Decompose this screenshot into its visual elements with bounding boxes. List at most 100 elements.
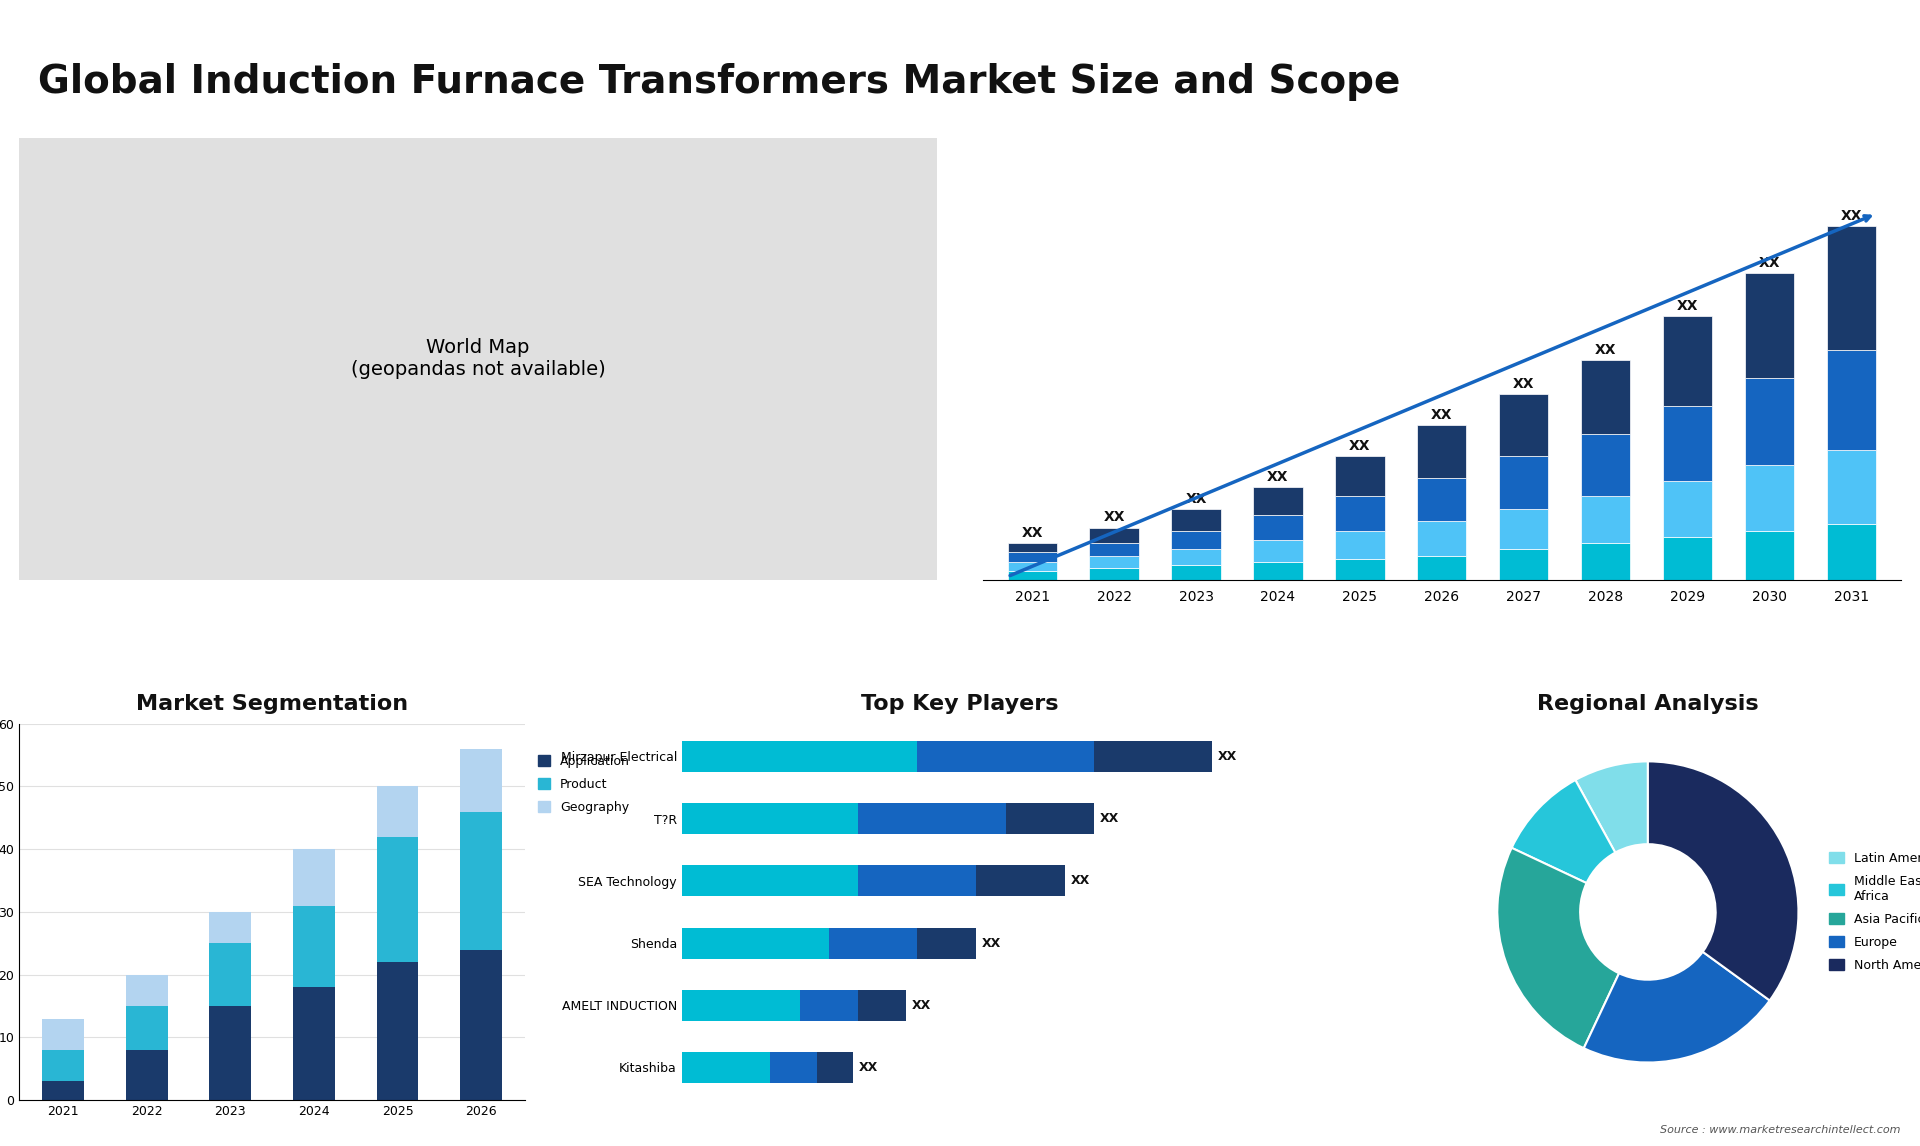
Bar <box>1417 478 1467 521</box>
Bar <box>127 975 167 1006</box>
Wedge shape <box>1584 952 1770 1062</box>
Text: XX: XX <box>1267 470 1288 484</box>
Bar <box>682 803 858 834</box>
Bar <box>127 1050 167 1100</box>
Bar <box>1008 543 1056 552</box>
Bar <box>1745 378 1795 465</box>
Bar <box>376 837 419 963</box>
Title: Top Key Players: Top Key Players <box>862 693 1058 714</box>
Bar <box>1334 496 1384 531</box>
Text: XX: XX <box>1104 510 1125 525</box>
Bar <box>1254 487 1302 515</box>
Bar <box>42 1019 84 1050</box>
Text: ▲: ▲ <box>1661 52 1680 74</box>
Text: XX: XX <box>1513 377 1534 391</box>
Text: XX: XX <box>981 936 1002 950</box>
Bar <box>294 987 334 1100</box>
Bar <box>682 740 918 772</box>
Bar <box>1089 527 1139 543</box>
Bar <box>1582 543 1630 580</box>
Bar <box>1663 407 1713 481</box>
Bar <box>42 1082 84 1100</box>
Text: XX: XX <box>1596 343 1617 356</box>
Bar <box>461 811 501 950</box>
Text: MARKET
RESEARCH
INTELLECT: MARKET RESEARCH INTELLECT <box>1728 41 1786 73</box>
Bar <box>1171 565 1221 580</box>
Wedge shape <box>1576 761 1647 853</box>
Wedge shape <box>1511 780 1615 884</box>
Wedge shape <box>1647 761 1799 1000</box>
Bar <box>1582 434 1630 496</box>
Text: XX: XX <box>1350 439 1371 453</box>
Bar <box>1171 509 1221 531</box>
Bar <box>209 943 252 1006</box>
Bar <box>682 927 829 958</box>
Bar <box>1500 509 1548 549</box>
Bar <box>1008 552 1056 562</box>
Bar <box>682 1052 770 1083</box>
Bar <box>1089 556 1139 568</box>
Bar <box>1828 351 1876 450</box>
Bar <box>1334 558 1384 580</box>
Bar <box>1417 521 1467 556</box>
Bar <box>1254 515 1302 540</box>
Bar <box>975 865 1064 896</box>
Bar <box>127 1006 167 1050</box>
Bar <box>858 865 975 896</box>
Bar <box>1745 273 1795 378</box>
Bar <box>1500 394 1548 456</box>
Wedge shape <box>1498 848 1619 1049</box>
Text: XX: XX <box>1759 256 1780 269</box>
Text: XX: XX <box>1185 492 1208 505</box>
Bar <box>461 950 501 1100</box>
Legend: Application, Product, Geography: Application, Product, Geography <box>532 748 636 821</box>
Bar <box>42 1050 84 1082</box>
Title: Market Segmentation: Market Segmentation <box>136 693 409 714</box>
Bar <box>1500 549 1548 580</box>
Bar <box>818 1052 852 1083</box>
Bar <box>1089 543 1139 556</box>
Bar <box>1417 556 1467 580</box>
Bar <box>461 748 501 811</box>
Bar <box>1663 536 1713 580</box>
Bar <box>682 990 799 1021</box>
Bar <box>1417 425 1467 478</box>
Bar <box>918 927 975 958</box>
Text: Source : www.marketresearchintellect.com: Source : www.marketresearchintellect.com <box>1661 1124 1901 1135</box>
Title: Regional Analysis: Regional Analysis <box>1538 693 1759 714</box>
Bar <box>1006 803 1094 834</box>
Bar <box>1745 531 1795 580</box>
Text: XX: XX <box>1841 209 1862 223</box>
Bar <box>1334 531 1384 558</box>
Bar <box>1094 740 1212 772</box>
Text: XX: XX <box>1430 408 1453 422</box>
Bar <box>1582 360 1630 434</box>
Bar <box>682 865 858 896</box>
Bar <box>1663 481 1713 536</box>
Bar <box>1828 226 1876 351</box>
Bar <box>1008 571 1056 580</box>
Text: XX: XX <box>1069 874 1091 887</box>
Bar <box>376 786 419 837</box>
Bar <box>209 912 252 943</box>
Text: XX: XX <box>1676 299 1699 313</box>
Bar <box>829 927 918 958</box>
Bar <box>1582 496 1630 543</box>
Legend: Latin America, Middle East &
Africa, Asia Pacific, Europe, North America: Latin America, Middle East & Africa, Asi… <box>1824 847 1920 976</box>
Bar <box>1171 549 1221 565</box>
Bar <box>1828 450 1876 525</box>
Bar <box>209 1006 252 1100</box>
Bar <box>1500 456 1548 509</box>
Text: Global Induction Furnace Transformers Market Size and Scope: Global Induction Furnace Transformers Ma… <box>38 63 1402 101</box>
Text: XX: XX <box>858 1061 877 1074</box>
Bar <box>1745 465 1795 531</box>
Text: XX: XX <box>1100 813 1119 825</box>
Bar <box>770 1052 818 1083</box>
Text: World Map
(geopandas not available): World Map (geopandas not available) <box>351 338 605 379</box>
Bar <box>1334 456 1384 496</box>
Bar <box>1089 568 1139 580</box>
Text: XX: XX <box>912 999 931 1012</box>
Bar <box>858 990 906 1021</box>
Bar <box>1663 316 1713 407</box>
Bar <box>1008 562 1056 571</box>
